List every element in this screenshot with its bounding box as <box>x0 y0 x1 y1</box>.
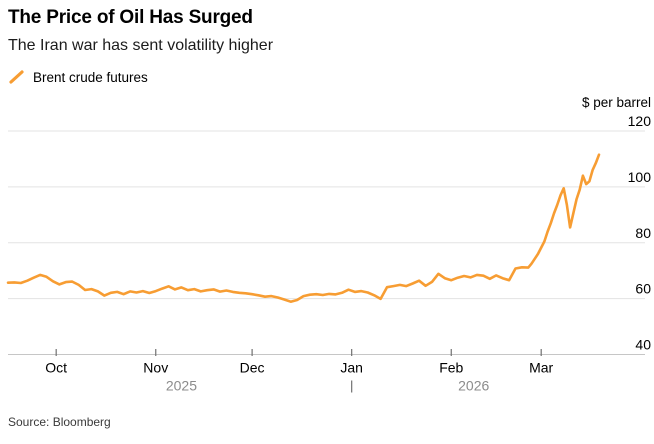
source-note: Source: Bloomberg <box>8 415 111 429</box>
y-tick-label: 60 <box>635 281 651 297</box>
legend-marker-line <box>9 70 24 84</box>
y-tick-label: 40 <box>635 337 651 353</box>
legend: Brent crude futures <box>8 69 148 85</box>
x-tick-label: Feb <box>439 360 463 376</box>
year-label: 2025 <box>166 378 197 394</box>
brent-line-series <box>6 153 601 304</box>
x-tick-label: Dec <box>240 360 265 376</box>
x-tick-label: Oct <box>45 360 67 376</box>
y-tick-label: 80 <box>635 225 651 241</box>
x-tick-label: Mar <box>529 360 553 376</box>
chart-subtitle: The Iran war has sent volatility higher <box>8 37 274 54</box>
y-tick-label: 120 <box>628 113 652 129</box>
x-tick-label: Nov <box>143 360 168 376</box>
x-tick-label: Jan <box>340 360 363 376</box>
legend-marker-icon <box>8 69 26 85</box>
year-label: 2026 <box>458 378 489 394</box>
y-axis-unit-label: $ per barrel <box>582 95 651 110</box>
legend-label: Brent crude futures <box>33 69 148 85</box>
y-tick-label: 100 <box>628 169 652 185</box>
chart-title: The Price of Oil Has Surged <box>8 7 253 28</box>
